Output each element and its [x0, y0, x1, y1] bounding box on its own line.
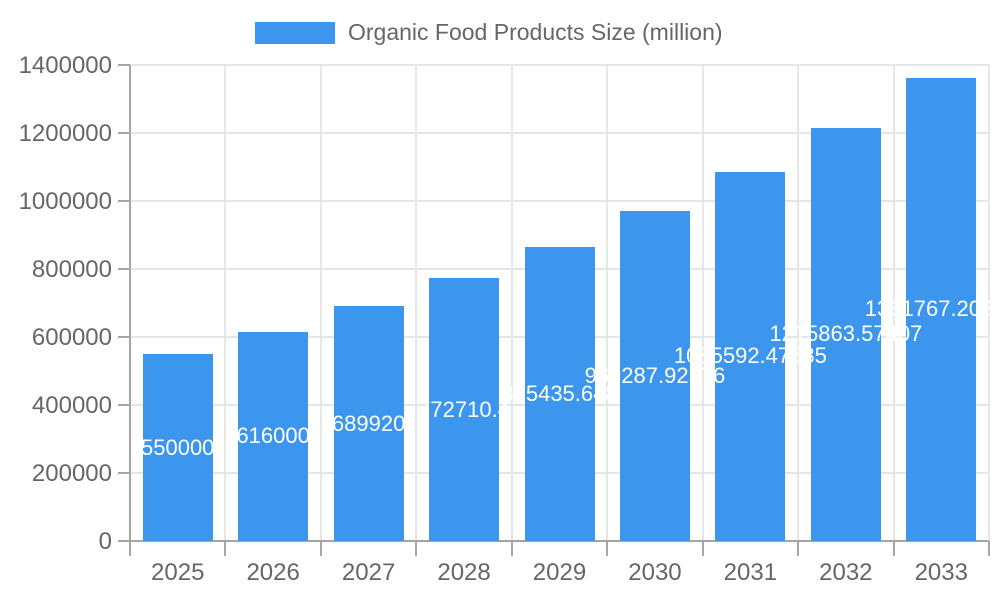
x-axis-tick-label: 2032	[819, 559, 873, 586]
bar-value-label: 1361767.20296	[864, 296, 1000, 322]
bar-value-label: 772710.4	[418, 396, 510, 422]
bar	[238, 332, 308, 541]
x-axis-tick-label: 2026	[246, 559, 300, 586]
x-axis-tick	[702, 541, 704, 556]
x-axis-tick	[415, 541, 417, 556]
x-axis-line	[130, 540, 989, 542]
y-axis-tick-label: 0	[98, 528, 112, 555]
bar	[429, 278, 499, 541]
bar	[143, 354, 213, 541]
y-axis-tick	[118, 336, 130, 338]
bar	[906, 78, 976, 541]
y-axis-tick-label: 1400000	[18, 52, 112, 79]
x-gridline	[224, 65, 226, 541]
y-axis-tick-label: 200000	[31, 460, 112, 487]
x-axis-tick	[129, 541, 131, 556]
x-axis-tick-label: 2025	[151, 559, 205, 586]
x-gridline	[415, 65, 417, 541]
legend-swatch	[255, 21, 335, 44]
x-gridline	[893, 65, 895, 541]
bar-value-label: 865435.648	[501, 380, 618, 406]
x-gridline	[988, 65, 990, 541]
x-axis-tick	[797, 541, 799, 556]
y-gridline	[130, 132, 989, 134]
y-axis-tick	[118, 268, 130, 270]
bar	[525, 247, 595, 541]
y-axis-tick	[118, 132, 130, 134]
y-axis-tick	[118, 472, 130, 474]
x-gridline	[511, 65, 513, 541]
x-axis-tick-label: 2027	[341, 559, 396, 586]
x-axis-tick-label: 2029	[532, 559, 587, 586]
legend-item[interactable]: Organic Food Products Size (million)	[255, 21, 723, 44]
y-axis-tick	[118, 540, 130, 542]
y-gridline	[130, 200, 989, 202]
bar	[715, 172, 785, 541]
x-gridline	[797, 65, 799, 541]
bar-value-label: 969287.92576	[584, 363, 726, 389]
bar	[620, 211, 690, 541]
bar-value-label: 616000	[236, 423, 310, 449]
x-axis-tick-label: 2030	[628, 559, 682, 586]
y-axis-tick-label: 600000	[31, 324, 112, 351]
x-axis-tick	[893, 541, 895, 556]
y-axis-tick-label: 400000	[31, 392, 112, 419]
y-axis-line	[129, 65, 131, 541]
y-axis-tick-label: 1000000	[18, 188, 112, 215]
x-gridline	[606, 65, 608, 541]
x-gridline	[702, 65, 704, 541]
y-axis-tick-label: 800000	[31, 256, 112, 283]
bar-value-label: 1215863.57407	[769, 321, 923, 347]
x-axis-tick-label: 2033	[914, 559, 968, 586]
y-axis-tick	[118, 200, 130, 202]
x-axis-tick	[511, 541, 513, 556]
bar-value-label: 1085592.47685	[673, 343, 827, 369]
x-axis-tick	[988, 541, 990, 556]
x-axis-tick	[320, 541, 322, 556]
legend-label: Organic Food Products Size (million)	[348, 19, 723, 45]
bar	[811, 128, 881, 541]
x-gridline	[320, 65, 322, 541]
x-axis-tick-label: 2031	[723, 559, 778, 586]
y-axis-tick-label: 1200000	[18, 120, 112, 147]
x-axis-tick-label: 2028	[437, 559, 491, 586]
y-gridline	[130, 64, 989, 66]
x-axis-tick	[606, 541, 608, 556]
bar-value-label: 689920	[331, 410, 406, 436]
bar	[334, 306, 404, 541]
bar-value-label: 550000	[141, 434, 215, 460]
y-axis-tick	[118, 64, 130, 66]
y-axis-tick	[118, 404, 130, 406]
x-axis-tick	[224, 541, 226, 556]
